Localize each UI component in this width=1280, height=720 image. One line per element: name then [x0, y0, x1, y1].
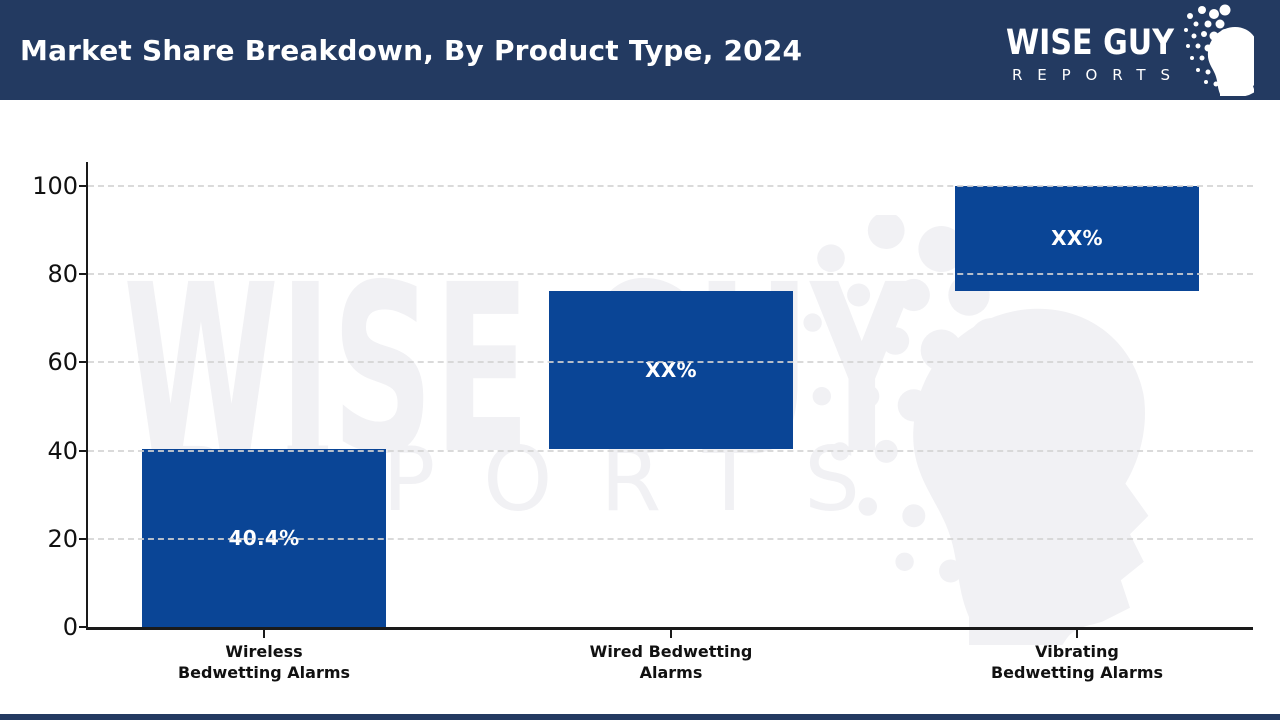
y-axis-tick-label: 40 — [47, 436, 78, 465]
x-category-label: Wired Bedwetting Alarms — [521, 641, 821, 683]
bar-segment: XX% — [955, 186, 1199, 291]
x-category-label: Wireless Bedwetting Alarms — [114, 641, 414, 683]
x-category-label: Vibrating Bedwetting Alarms — [927, 641, 1227, 683]
x-category-label-line: Bedwetting Alarms — [177, 663, 351, 682]
y-axis-tick-mark — [79, 361, 88, 364]
bar-segment: XX% — [549, 290, 793, 449]
gridline-y-60 — [88, 361, 1253, 364]
y-axis-tick-mark — [79, 626, 88, 628]
gridline-y-100 — [88, 185, 1253, 187]
y-axis-tick-mark — [79, 185, 88, 187]
y-axis-tick-label: 60 — [47, 348, 78, 377]
header: Market Share Breakdown, By Product Type,… — [0, 0, 1280, 100]
x-axis-tick-mark — [670, 630, 672, 638]
x-axis-tick-mark — [1076, 630, 1078, 638]
x-axis-tick-mark — [263, 630, 265, 638]
watermark-face-dots-icon — [803, 215, 1149, 645]
gridline-y-20 — [88, 537, 1253, 540]
x-axis-line — [86, 627, 1253, 630]
gridline-y-40 — [88, 449, 1253, 452]
x-category-label-line: Wired Bedwetting — [589, 642, 753, 661]
y-axis-tick-mark — [79, 273, 88, 276]
face-dots-icon — [1184, 4, 1254, 96]
y-axis-line — [86, 162, 88, 630]
y-axis-tick-label: 100 — [32, 172, 78, 200]
y-axis-tick-label: 20 — [47, 524, 78, 553]
y-axis-tick-mark — [79, 449, 88, 452]
x-category-label-line: Alarms — [639, 663, 703, 682]
wise-guy-logo: WISE GUY REPORTS — [1006, 4, 1254, 96]
y-axis-tick-label: 0 — [62, 613, 78, 641]
bar-value-label: XX% — [1051, 226, 1103, 251]
gridline-y-80 — [88, 273, 1253, 276]
logo-wordmark: WISE GUY — [1006, 23, 1175, 63]
page-title: Market Share Breakdown, By Product Type,… — [20, 33, 803, 67]
x-category-label-line: Bedwetting Alarms — [990, 663, 1164, 682]
y-axis-tick-label: 80 — [47, 260, 78, 289]
x-category-label-line: Wireless — [225, 642, 303, 661]
y-axis-tick-mark — [79, 537, 88, 540]
footer-bar — [0, 714, 1280, 720]
x-category-label-line: Vibrating — [1035, 642, 1119, 661]
